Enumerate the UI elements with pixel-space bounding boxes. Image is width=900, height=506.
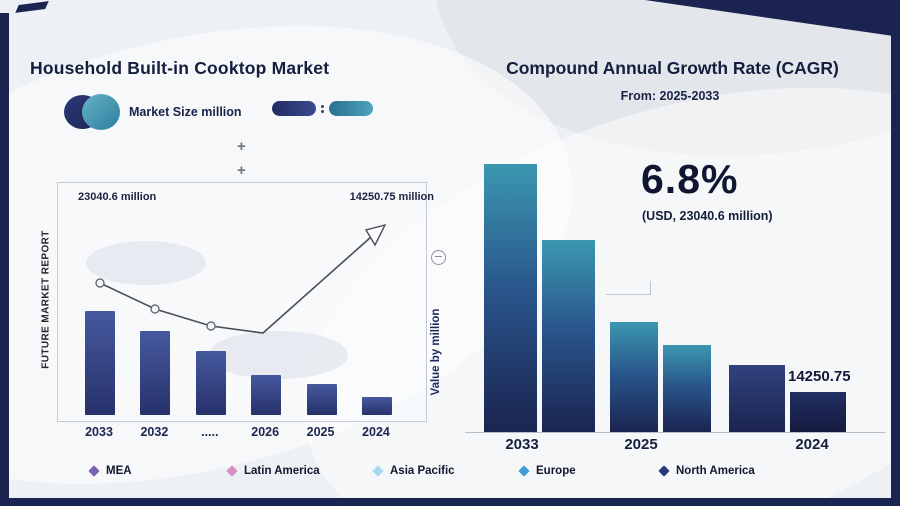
cloud-decoration bbox=[208, 331, 348, 379]
cagr-bar-group-2025 bbox=[610, 322, 711, 432]
legend-diamond-icon bbox=[372, 465, 384, 477]
legend-label: North America bbox=[676, 465, 755, 477]
cagr-bar-2033-2 bbox=[542, 240, 595, 432]
cagr-value: 6.8% bbox=[641, 156, 739, 202]
legend-label: Europe bbox=[536, 465, 576, 477]
cagr-x-label-2025: 2025 bbox=[624, 436, 658, 453]
navy-pill-shape bbox=[272, 101, 316, 116]
legend-item-north-america: North America bbox=[658, 465, 755, 477]
cagr-x-label-2033: 2033 bbox=[505, 436, 539, 453]
right-chart-baseline bbox=[465, 432, 885, 433]
legend-diamond-icon bbox=[226, 465, 238, 477]
cagr-bar-2025-2 bbox=[663, 345, 711, 432]
right-edge-bar bbox=[891, 0, 900, 506]
cagr-caption: (USD, 23040.6 million) bbox=[642, 209, 773, 223]
gradient-pills-icon bbox=[272, 101, 373, 116]
cagr-bar-2033-1 bbox=[484, 164, 537, 432]
value-by-million-label: Value by million bbox=[430, 308, 442, 396]
market-size-x-label-6: 2024 bbox=[362, 425, 390, 439]
legend-diamond-icon bbox=[658, 465, 670, 477]
market-size-bar-4 bbox=[251, 375, 282, 415]
market-size-bar-6 bbox=[361, 397, 392, 415]
region-legend: MEA Latin America Asia Pacific Europe North … bbox=[0, 465, 900, 487]
cagr-title: Compound Annual Growth Rate (CAGR) bbox=[506, 58, 839, 78]
market-size-bar-3 bbox=[195, 351, 226, 415]
market-size-bar-2 bbox=[140, 331, 171, 415]
market-size-label: Market Size million bbox=[129, 105, 242, 119]
top-left-ribbon bbox=[15, 1, 49, 13]
teal-pill-shape bbox=[329, 101, 373, 116]
legend-label: MEA bbox=[106, 465, 132, 477]
legend-item-asia-pacific: Asia Pacific bbox=[372, 465, 455, 477]
legend-item-latin-america: Latin America bbox=[226, 465, 320, 477]
market-size-bar-5 bbox=[306, 384, 337, 415]
market-size-chart: 23040.6 million 14250.75 million bbox=[57, 182, 434, 422]
market-size-bars bbox=[58, 311, 426, 415]
market-size-x-label-5: 2025 bbox=[306, 425, 335, 439]
bar-value-label: 14250.75 bbox=[788, 368, 851, 385]
market-size-x-label-1: 2033 bbox=[85, 425, 113, 439]
bottom-edge-bar bbox=[0, 498, 900, 506]
legend-item-europe: Europe bbox=[518, 465, 576, 477]
legend-item-mea: MEA bbox=[88, 465, 132, 477]
market-size-bar-1 bbox=[85, 311, 115, 415]
legend-label: Asia Pacific bbox=[390, 465, 455, 477]
market-size-legend: Market Size million bbox=[64, 94, 242, 130]
coin-icon bbox=[64, 94, 120, 130]
cagr-bar-group-2033 bbox=[484, 164, 595, 432]
start-value-annotation: 23040.6 million bbox=[78, 191, 157, 203]
market-size-x-axis: 2033 2032..... 2026 2025 2024 bbox=[57, 425, 425, 439]
end-value-annotation: 14250.75 million bbox=[349, 191, 434, 203]
legend-diamond-icon bbox=[88, 465, 100, 477]
market-size-x-label-2: 2032 bbox=[140, 425, 169, 439]
coin-front-shape bbox=[82, 94, 120, 130]
watermark-vertical-text: FUTURE MARKET REPORT bbox=[40, 230, 52, 369]
market-size-x-label-4: 2026 bbox=[251, 425, 280, 439]
market-size-x-label-3: ..... bbox=[201, 425, 219, 439]
step-decoration bbox=[606, 281, 651, 295]
plus-icon: + bbox=[237, 162, 246, 179]
legend-label: Latin America bbox=[244, 465, 320, 477]
cagr-period: From: 2025-2033 bbox=[620, 89, 720, 103]
left-edge-bar bbox=[0, 13, 9, 506]
cagr-bar-group-2024 bbox=[729, 365, 846, 432]
pill-separator-dots bbox=[321, 103, 324, 115]
cagr-bar-2024-1 bbox=[729, 365, 785, 432]
legend-diamond-icon bbox=[518, 465, 530, 477]
cagr-bar-2025-1 bbox=[610, 322, 658, 432]
plus-icon: + bbox=[237, 138, 246, 155]
minus-circle-icon bbox=[431, 250, 446, 265]
page-title: Household Built-in Cooktop Market bbox=[30, 58, 330, 78]
cagr-x-label-2024: 2024 bbox=[795, 436, 829, 453]
cloud-decoration bbox=[86, 241, 206, 285]
trend-arrow bbox=[95, 223, 387, 334]
cagr-bar-2024-2 bbox=[790, 392, 846, 432]
